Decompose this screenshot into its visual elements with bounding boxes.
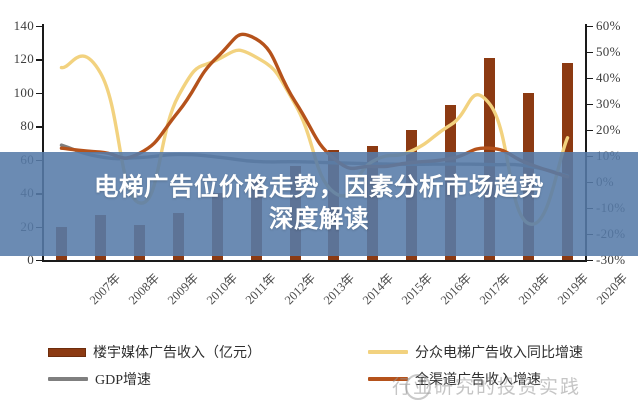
legend-swatch-bar-icon [48,347,86,357]
legend-item-focus-elevator-growth: 分众电梯广告收入同比增速 [368,342,583,362]
y-axis-right-tick [587,130,593,132]
legend-swatch-line-icon [48,377,88,381]
legend-label: GDP增速 [95,373,152,388]
x-axis-tick-label: 2016年 [437,270,475,308]
y-axis-right-tick [587,26,593,28]
banner-title: 电梯广告位价格走势，因素分析市场趋势 深度解读 [34,172,604,237]
x-axis-tick-label: 2020年 [593,270,630,308]
legend-item-building-media-revenue: 楼宇媒体广告收入（亿元） [48,342,261,362]
x-axis-tick-label: 2009年 [165,270,202,308]
y-axis-left-tick-label: 140 [13,18,34,33]
legend-label: 分众电梯广告收入同比增速 [415,346,583,361]
x-axis-tick-label: 2017年 [476,270,513,308]
x-axis-line [42,260,587,262]
y-axis-left-tick-label: 100 [13,84,34,100]
y-axis-left-tick-label: 120 [13,51,34,67]
y-axis-right-tick [587,260,593,262]
y-axis-right-tick-label: -30% [596,252,626,267]
y-axis-right-tick-label: 50% [596,44,621,59]
y-axis-right-tick-label: 20% [596,122,621,137]
legend-item-gdp-growth: GDP增速 [48,369,151,389]
banner-title-line1: 电梯广告位价格走势，因素分析市场趋势 [94,173,544,201]
chart-legend: 楼宇媒体广告收入（亿元） GDP增速 分众电梯广告收入同比增速 全渠道广告收入增… [0,340,638,400]
y-axis-right-line [585,24,587,262]
y-axis-left-tick-label: 0 [27,252,34,267]
x-axis-tick-label: 2012年 [281,270,319,308]
legend-swatch-line-icon [368,377,408,381]
x-axis-tick-label: 2018年 [515,270,552,308]
x-axis-tick-label: 2014年 [359,270,397,308]
line-series-path [59,32,570,179]
y-axis-left-tick [36,59,42,61]
y-axis-left-tick [36,26,42,28]
x-axis-tick-label: 2011年 [242,270,279,307]
x-axis-tick-label: 2015年 [398,270,436,308]
y-axis-left-line [42,24,44,262]
banner-title-line2: 深度解读 [269,206,369,233]
legend-label: 全渠道广告收入增速 [415,373,541,388]
x-axis-tick-label: 2019年 [554,270,591,308]
legend-swatch-line-icon [368,350,408,354]
y-axis-left-tick [36,260,42,262]
y-axis-right-tick [587,104,593,106]
x-axis-tick-label: 2013年 [320,270,358,308]
y-axis-right-tick [587,52,593,54]
y-axis-left-tick [36,92,42,95]
y-axis-left-tick-label: 80 [20,118,34,134]
y-axis-right-tick-label: 30% [596,96,621,111]
x-axis-tick-label: 2008年 [126,270,163,308]
y-axis-right-tick-label: 60% [596,18,621,33]
y-axis-left-tick [36,126,42,128]
y-axis-right-tick-label: 40% [596,70,621,85]
title-banner: 电梯广告位价格走势，因素分析市场趋势 深度解读 [0,152,638,256]
y-axis-right-tick [587,78,593,80]
legend-item-all-channel-growth: 全渠道广告收入增速 [368,369,541,389]
x-axis-tick-label: 2010年 [204,270,241,308]
x-axis-tick-label: 2007年 [87,270,124,308]
legend-label: 楼宇媒体广告收入（亿元） [93,346,261,361]
